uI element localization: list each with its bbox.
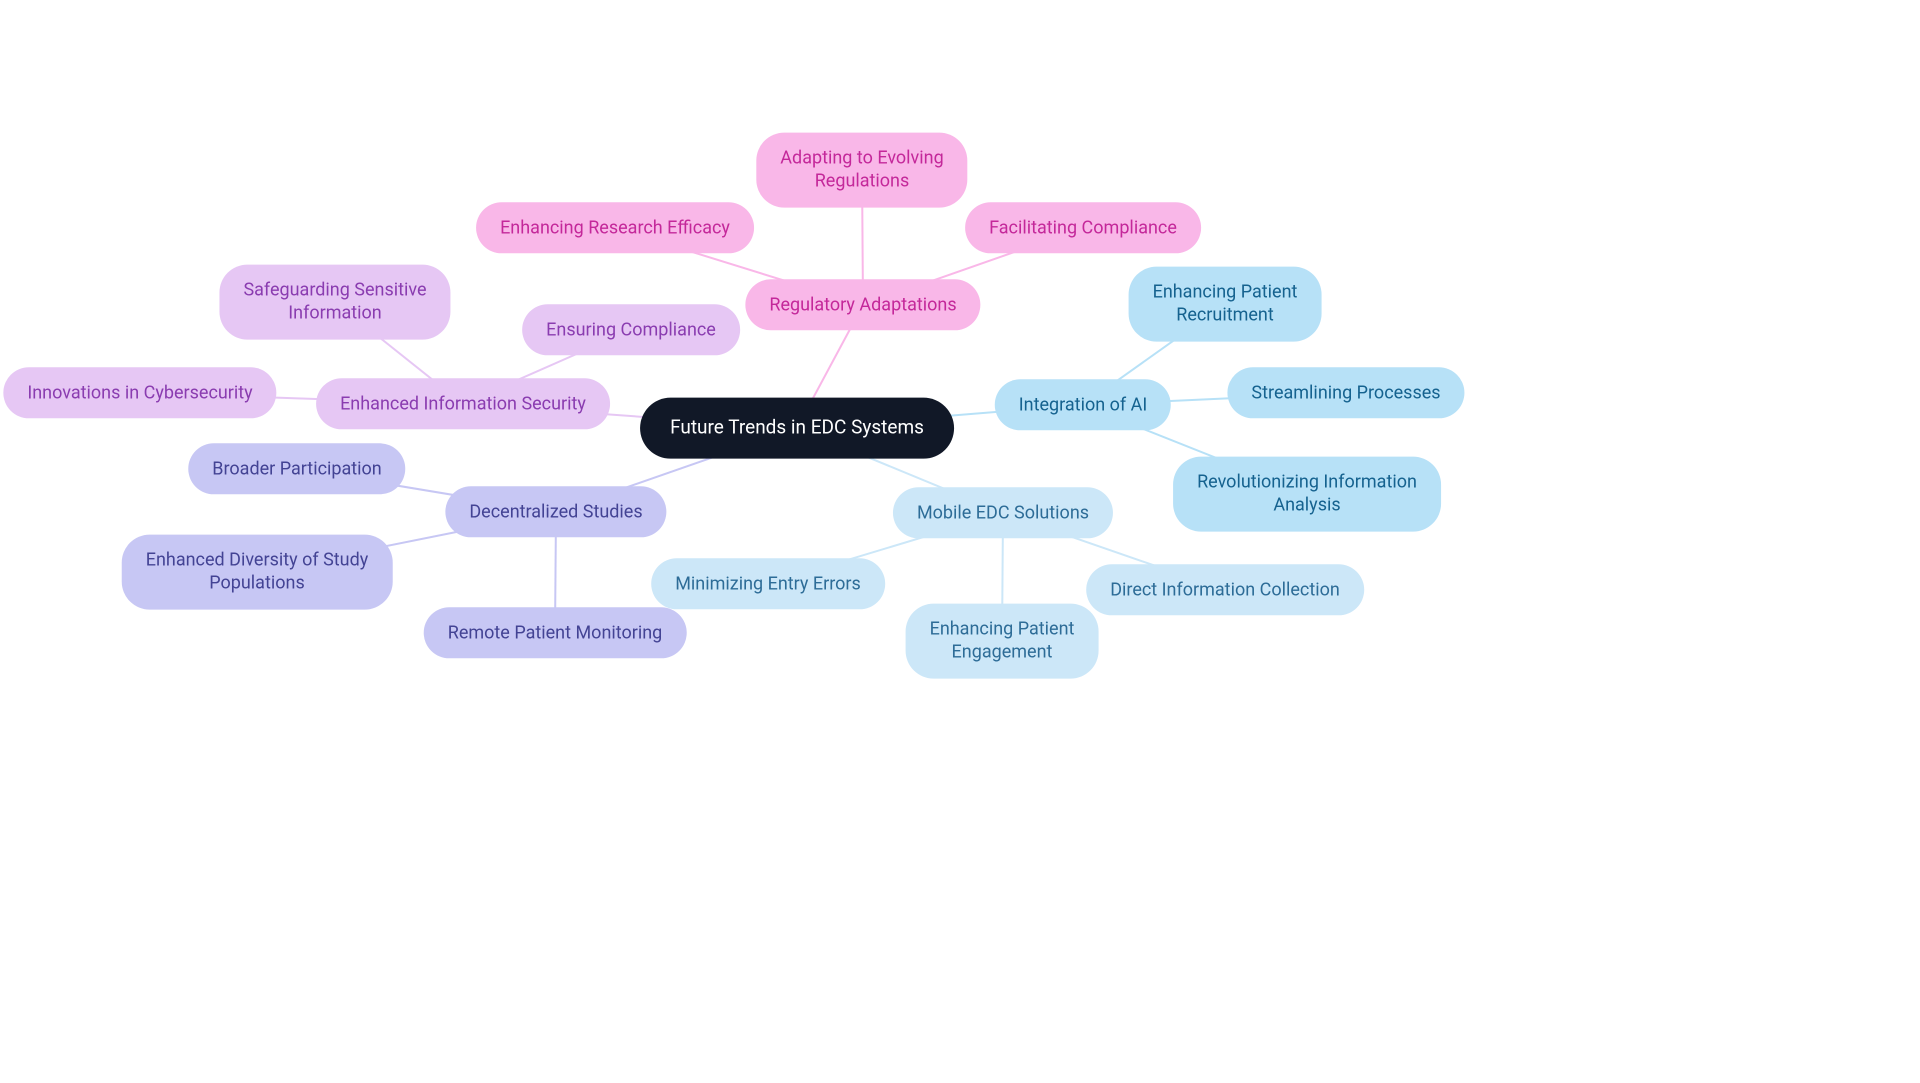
leaf-security-1: Innovations in Cybersecurity	[3, 367, 276, 418]
branch-decentralized: Decentralized Studies	[445, 486, 666, 537]
branch-ai: Integration of AI	[995, 379, 1171, 430]
leaf-ai-0: Enhancing Patient Recruitment	[1129, 267, 1322, 342]
center-node: Future Trends in EDC Systems	[640, 398, 954, 459]
leaf-mobile-1: Enhancing Patient Engagement	[906, 604, 1099, 679]
leaf-decentralized-1: Enhanced Diversity of Study Populations	[122, 535, 393, 610]
leaf-decentralized-0: Remote Patient Monitoring	[424, 607, 687, 658]
leaf-mobile-0: Direct Information Collection	[1086, 564, 1364, 615]
leaf-decentralized-2: Broader Participation	[188, 443, 405, 494]
leaf-regulatory-0: Facilitating Compliance	[965, 202, 1201, 253]
leaf-regulatory-2: Enhancing Research Efficacy	[476, 202, 754, 253]
branch-security: Enhanced Information Security	[316, 378, 610, 429]
leaf-security-0: Safeguarding Sensitive Information	[219, 265, 450, 340]
leaf-regulatory-1: Adapting to Evolving Regulations	[756, 133, 967, 208]
leaf-mobile-2: Minimizing Entry Errors	[651, 558, 885, 609]
branch-mobile: Mobile EDC Solutions	[893, 487, 1113, 538]
leaf-ai-2: Revolutionizing Information Analysis	[1173, 457, 1441, 532]
leaf-ai-1: Streamlining Processes	[1227, 367, 1464, 418]
branch-regulatory: Regulatory Adaptations	[745, 279, 980, 330]
leaf-security-2: Ensuring Compliance	[522, 304, 740, 355]
